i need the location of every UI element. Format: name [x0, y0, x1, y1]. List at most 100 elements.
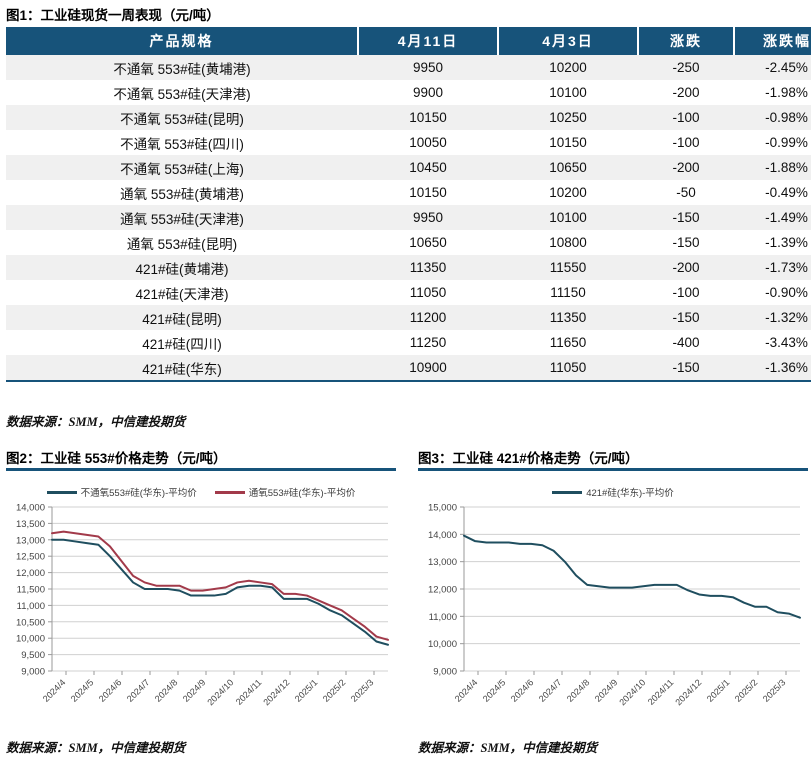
legend-label: 通氧553#硅(华东)-平均价 — [248, 488, 356, 499]
change-pct-cell: -1.32% — [765, 310, 808, 325]
product-name-cell: 通氧 553#硅(黄埔港) — [120, 186, 244, 202]
change-cell: -150 — [672, 235, 700, 250]
change-pct-cell: -1.98% — [765, 85, 808, 100]
spot-price-table: 产品规格 4月11日 4月3日 涨跌 涨跌幅 不通氧 553#硅(黄埔港) 995… — [6, 27, 811, 382]
svg-text:13,500: 13,500 — [16, 519, 45, 530]
table-row: 不通氧 553#硅(黄埔港) 9950 10200 -250 -2.45% — [6, 55, 811, 80]
product-name-cell: 421#硅(四川) — [142, 336, 222, 352]
svg-text:2024/5: 2024/5 — [481, 677, 508, 704]
table-row: 421#硅(四川) 11250 11650 -400 -3.43% — [6, 330, 811, 355]
price-date2-cell: 10650 — [549, 160, 587, 175]
change-pct-cell: -1.88% — [765, 160, 808, 175]
svg-text:2024/9: 2024/9 — [593, 677, 620, 704]
svg-text:2025/3: 2025/3 — [349, 677, 376, 704]
change-cell: -150 — [638, 355, 734, 382]
figure2-legend: 不通氧553#硅(华东)-平均价 通氧553#硅(华东)-平均价 — [6, 485, 396, 499]
svg-text:2024/11: 2024/11 — [646, 677, 676, 707]
change-pct-cell: -1.39% — [765, 235, 808, 250]
price-date2-cell: 10200 — [549, 185, 587, 200]
column-header-product: 产品规格 — [6, 27, 358, 55]
change-pct-cell: -0.49% — [765, 185, 808, 200]
change-pct-cell: -3.43% — [765, 335, 808, 350]
price-date2-cell: 11550 — [549, 260, 587, 275]
figure3-title-rule — [418, 468, 808, 471]
svg-text:15,000: 15,000 — [428, 503, 457, 514]
price-date2-cell: 10200 — [549, 60, 587, 75]
svg-text:11,000: 11,000 — [17, 601, 45, 612]
svg-text:2024/4: 2024/4 — [41, 677, 68, 704]
svg-text:14,000: 14,000 — [428, 530, 457, 541]
figure2-plot: 9,000 9,500 10,000 10,500 11,000 11,500 12,000… — [6, 501, 396, 732]
svg-text:2024/4: 2024/4 — [453, 677, 480, 704]
column-header-change: 涨跌 — [637, 27, 734, 55]
figure2-title-rule — [6, 468, 396, 471]
svg-text:2024/7: 2024/7 — [537, 677, 564, 704]
svg-text:2024/6: 2024/6 — [509, 677, 536, 704]
svg-text:12,000: 12,000 — [16, 568, 45, 579]
price-date2-cell: 11350 — [549, 310, 587, 325]
legend-swatch-icon — [552, 490, 583, 494]
table-header-row: 产品规格 4月11日 4月3日 涨跌 涨跌幅 — [6, 27, 811, 55]
svg-text:9,000: 9,000 — [21, 667, 45, 678]
table-row: 通氧 553#硅(昆明) 10650 10800 -150 -1.39% — [6, 230, 811, 255]
product-name-cell: 不通氧 553#硅(四川) — [120, 136, 244, 152]
price-date1-cell: 11050 — [409, 285, 447, 300]
price-date1-cell: 11200 — [409, 310, 447, 325]
figure2-panel: 图2：工业硅 553#价格走势（元/吨） 不通氧553#硅(华东)-平均价 通氧5… — [6, 447, 396, 732]
table-row: 不通氧 553#硅(四川) 10050 10150 -100 -0.99% — [6, 130, 811, 155]
column-header-change-pct: 涨跌幅 — [733, 27, 811, 55]
product-name-cell: 不通氧 553#硅(上海) — [120, 161, 244, 177]
product-name-cell: 通氧 553#硅(昆明) — [126, 236, 238, 252]
change-pct-cell: -0.98% — [765, 110, 808, 125]
price-date1-cell: 10150 — [409, 185, 447, 200]
figure3-plot: 9,000 10,000 11,000 12,000 13,000 14,000 15,00… — [418, 501, 808, 732]
svg-text:2025/1: 2025/1 — [293, 677, 320, 704]
change-cell: -100 — [672, 110, 700, 125]
column-header-date2: 4月3日 — [497, 27, 638, 55]
svg-text:10,500: 10,500 — [16, 617, 45, 628]
table-row: 421#硅(天津港) 11050 11150 -100 -0.90% — [6, 280, 811, 305]
svg-text:10,000: 10,000 — [428, 639, 457, 650]
change-pct-cell: -0.90% — [765, 285, 808, 300]
svg-text:2025/2: 2025/2 — [733, 677, 760, 704]
svg-text:2024/9: 2024/9 — [181, 677, 208, 704]
svg-text:10,000: 10,000 — [16, 634, 45, 645]
change-cell: -100 — [672, 285, 700, 300]
figure3-source-note: 数据来源：SMM，中信建投期货 — [418, 741, 598, 755]
svg-text:2025/2: 2025/2 — [321, 677, 348, 704]
change-pct-cell: -1.73% — [765, 260, 808, 275]
price-date2-cell: 11650 — [549, 335, 587, 350]
svg-text:2024/12: 2024/12 — [673, 677, 703, 707]
svg-text:2025/3: 2025/3 — [761, 677, 788, 704]
svg-text:2025/1: 2025/1 — [705, 677, 732, 704]
svg-text:11,000: 11,000 — [429, 612, 457, 623]
product-name-cell: 421#硅(华东) — [6, 355, 358, 382]
table-row: 通氧 553#硅(黄埔港) 10150 10200 -50 -0.49% — [6, 180, 811, 205]
change-cell: -200 — [672, 260, 700, 275]
price-date2-cell: 11150 — [550, 285, 586, 300]
svg-text:2024/10: 2024/10 — [617, 677, 647, 707]
svg-text:2024/5: 2024/5 — [69, 677, 96, 704]
legend-item: 421#硅(华东)-平均价 — [552, 485, 674, 499]
svg-text:14,000: 14,000 — [16, 503, 45, 514]
legend-label: 421#硅(华东)-平均价 — [586, 488, 674, 499]
table-row: 421#硅(黄埔港) 11350 11550 -200 -1.73% — [6, 255, 811, 280]
price-date1-cell: 11250 — [409, 335, 447, 350]
price-date1-cell: 10050 — [409, 135, 447, 150]
svg-text:2024/7: 2024/7 — [125, 677, 152, 704]
table-row: 不通氧 553#硅(上海) 10450 10650 -200 -1.88% — [6, 155, 811, 180]
figure2-chart-area: 不通氧553#硅(华东)-平均价 通氧553#硅(华东)-平均价 9,000 9,5… — [6, 475, 396, 727]
change-cell: -200 — [672, 160, 700, 175]
legend-swatch-icon — [46, 490, 77, 494]
figure3-chart-area: 421#硅(华东)-平均价 9,000 10,000 11,000 12,000 13,… — [418, 475, 808, 727]
svg-text:2024/8: 2024/8 — [565, 677, 592, 704]
product-name-cell: 421#硅(天津港) — [135, 286, 229, 302]
figure3-legend: 421#硅(华东)-平均价 — [418, 485, 808, 499]
product-name-cell: 不通氧 553#硅(天津港) — [113, 86, 251, 102]
change-cell: -250 — [672, 60, 700, 75]
legend-item: 通氧553#硅(华东)-平均价 — [214, 485, 356, 499]
change-cell: -100 — [672, 135, 700, 150]
change-cell: -200 — [672, 85, 700, 100]
svg-text:2024/6: 2024/6 — [97, 677, 124, 704]
figure3-panel: 图3：工业硅 421#价格走势（元/吨） 421#硅(华东)-平均价 9,000… — [418, 447, 808, 732]
